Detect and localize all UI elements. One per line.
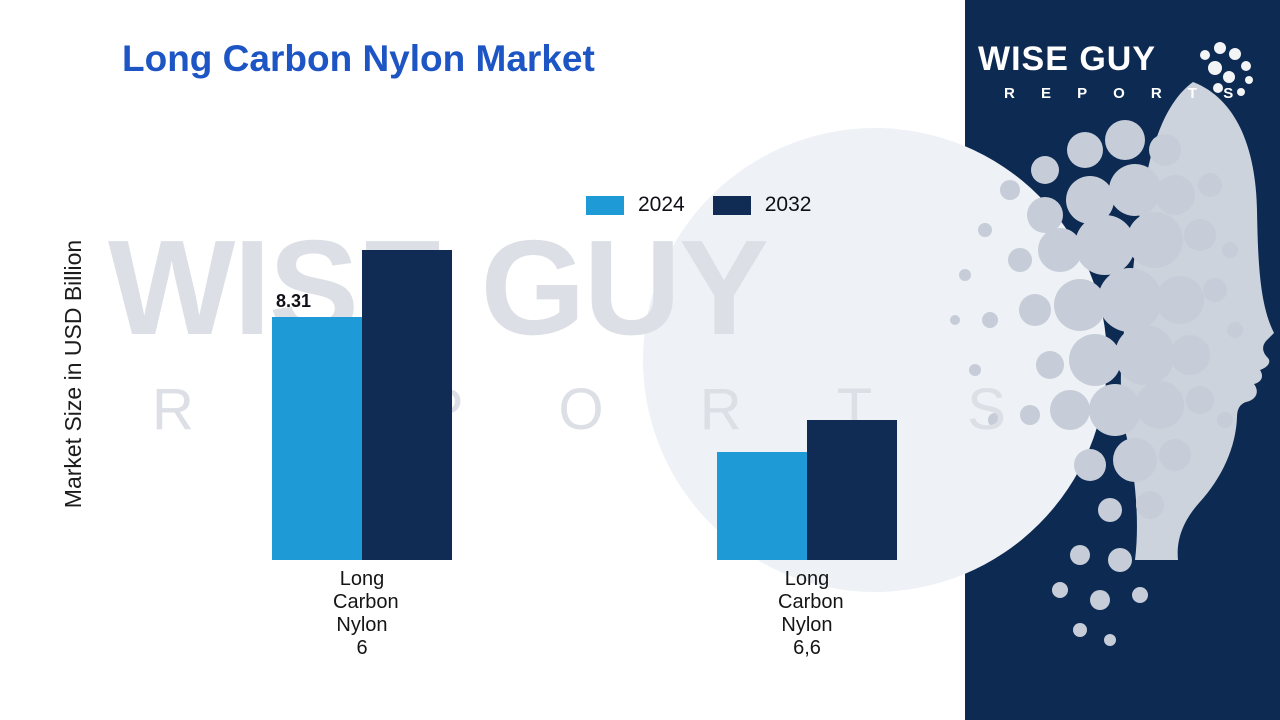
bar-2032-long-carbon-nylon-66	[807, 420, 897, 560]
legend-swatch-2024	[586, 195, 624, 215]
legend-label-2032: 2032	[764, 193, 812, 216]
page-title: Long Carbon Nylon Market	[122, 38, 595, 79]
bar-2032-long-carbon-nylon-6	[362, 250, 452, 560]
y-axis-label: Market Size in USD Billion	[60, 239, 86, 509]
bar-value-label: 8.31	[276, 291, 312, 311]
legend-label-2024: 2024	[638, 193, 685, 216]
bar-2024-long-carbon-nylon-6	[272, 317, 362, 560]
category-label-long-carbon-nylon-66: Long Carbon Nylon 6,6	[778, 568, 844, 659]
logo-head-icon	[1200, 42, 1253, 96]
legend-item-2024: 2024	[586, 193, 685, 217]
dot-cluster	[950, 120, 1243, 646]
brand-name: WISE GUY	[978, 40, 1157, 78]
bar-2024-long-carbon-nylon-66	[717, 452, 807, 560]
brand-logo: WISE GUY R E P O R T S	[978, 40, 1244, 102]
brand-subtitle: R E P O R T S	[1004, 85, 1245, 102]
category-label-long-carbon-nylon-6: Long Carbon Nylon 6	[333, 568, 399, 659]
chart-legend: 2024 2032	[586, 193, 811, 217]
legend-swatch-2032	[712, 195, 751, 215]
legend-item-2032: 2032	[712, 193, 812, 217]
